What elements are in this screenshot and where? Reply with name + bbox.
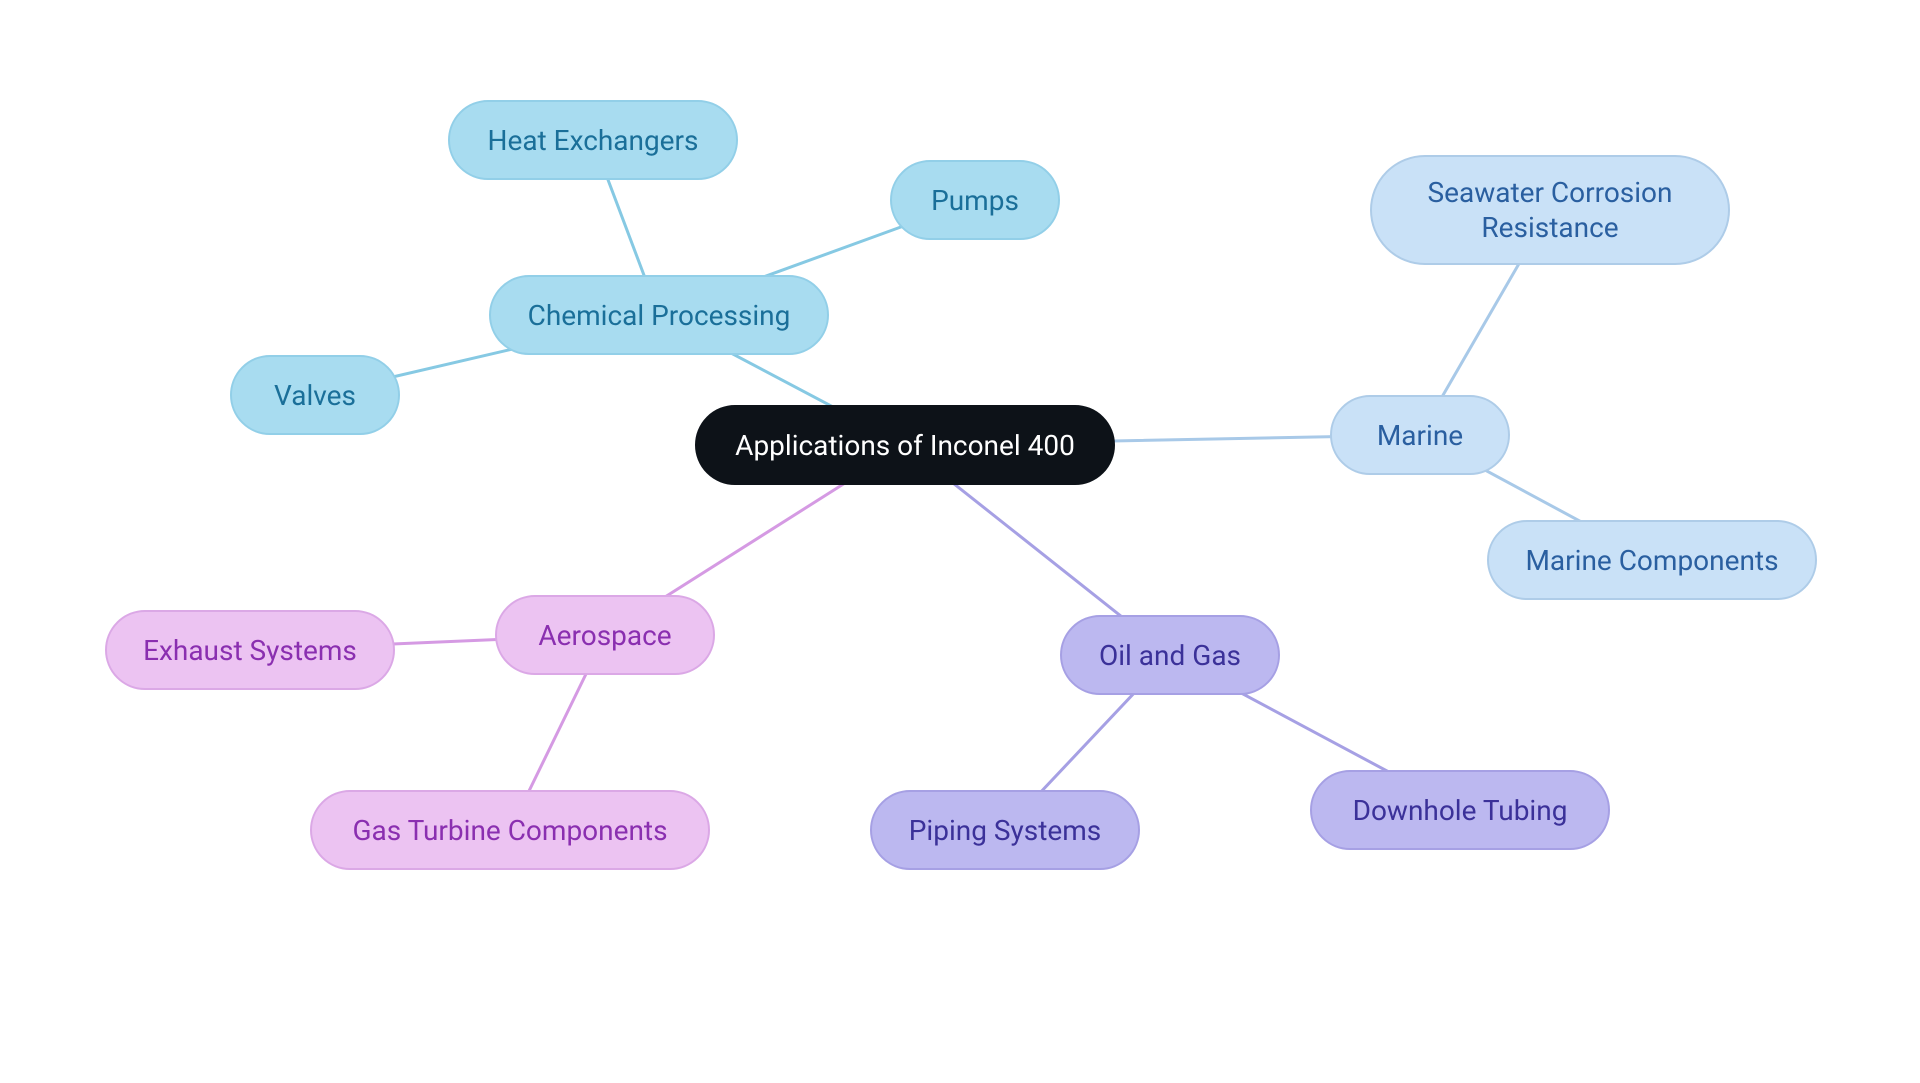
node-label-aero: Aerospace: [538, 618, 671, 653]
node-oil: Oil and Gas: [1060, 615, 1280, 695]
node-chem_valves: Valves: [230, 355, 400, 435]
node-label-oil: Oil and Gas: [1099, 638, 1241, 673]
node-marine_comp: Marine Components: [1487, 520, 1817, 600]
node-label-chem: Chemical Processing: [528, 298, 791, 333]
node-chem: Chemical Processing: [489, 275, 829, 355]
node-label-oil_down: Downhole Tubing: [1353, 793, 1568, 828]
node-chem_heat: Heat Exchangers: [448, 100, 738, 180]
node-label-oil_piping: Piping Systems: [909, 813, 1101, 848]
node-label-chem_pumps: Pumps: [931, 183, 1019, 218]
node-label-marine: Marine: [1377, 418, 1463, 453]
node-label-marine_comp: Marine Components: [1525, 543, 1778, 578]
node-aero_turbine: Gas Turbine Components: [310, 790, 710, 870]
node-marine: Marine: [1330, 395, 1510, 475]
node-label-marine_scr: Seawater Corrosion Resistance: [1428, 175, 1673, 245]
node-marine_scr: Seawater Corrosion Resistance: [1370, 155, 1730, 265]
node-root: Applications of Inconel 400: [695, 405, 1115, 485]
node-label-chem_heat: Heat Exchangers: [488, 123, 699, 158]
node-label-aero_exhaust: Exhaust Systems: [143, 633, 357, 668]
node-aero: Aerospace: [495, 595, 715, 675]
node-oil_piping: Piping Systems: [870, 790, 1140, 870]
node-label-aero_turbine: Gas Turbine Components: [352, 813, 667, 848]
node-label-root: Applications of Inconel 400: [735, 428, 1075, 463]
node-label-chem_valves: Valves: [274, 378, 356, 413]
mindmap-canvas: Applications of Inconel 400 Chemical Proc…: [0, 0, 1920, 1083]
node-chem_pumps: Pumps: [890, 160, 1060, 240]
node-oil_down: Downhole Tubing: [1310, 770, 1610, 850]
node-aero_exhaust: Exhaust Systems: [105, 610, 395, 690]
